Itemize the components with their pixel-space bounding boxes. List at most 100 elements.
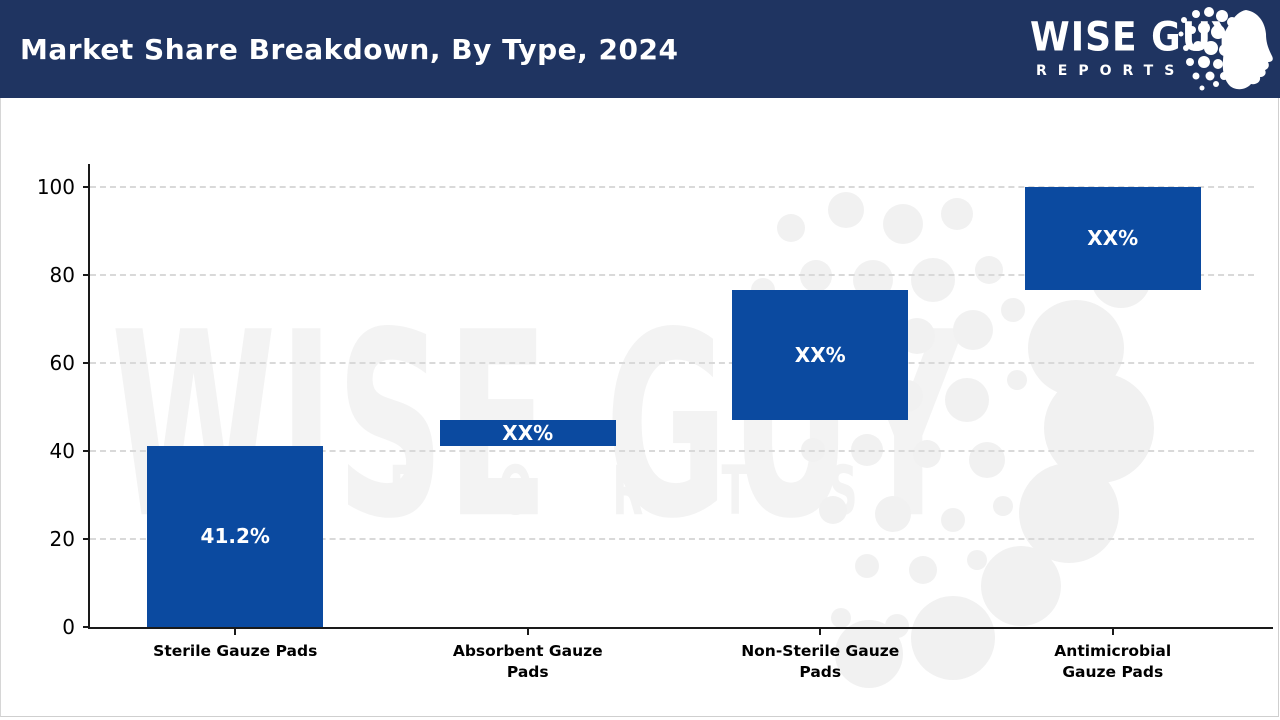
logo-dot — [1192, 72, 1200, 80]
watermark-dot — [1044, 373, 1154, 483]
y-tick-label: 40 — [49, 439, 75, 463]
gridline — [90, 186, 1254, 188]
bar-value-label: XX% — [502, 420, 554, 445]
logo-dot — [1188, 26, 1196, 34]
y-tick-mark — [83, 362, 89, 364]
watermark-dot — [875, 496, 911, 532]
header: Market Share Breakdown, By Type, 2024 WI… — [0, 0, 1280, 98]
gridline — [90, 450, 1254, 452]
watermark-dot — [777, 214, 805, 242]
logo-dot — [1193, 41, 1203, 51]
chart-title: Market Share Breakdown, By Type, 2024 — [20, 32, 679, 66]
y-axis-line — [88, 164, 90, 629]
x-axis-label-line: Non-Sterile Gauze — [741, 642, 900, 660]
watermark-dot — [1019, 463, 1119, 563]
x-axis-label-line: Sterile Gauze Pads — [153, 642, 318, 660]
logo-dot — [1216, 10, 1228, 22]
y-tick-label: 100 — [36, 175, 75, 199]
logo-dot — [1178, 31, 1184, 37]
logo-dot — [1186, 58, 1194, 66]
bar-value-label: XX% — [794, 342, 846, 367]
x-axis-label: Non-Sterile Gauze Pads — [729, 641, 911, 683]
watermark-dot — [800, 260, 832, 292]
waterfall-bar: XX% — [439, 419, 616, 446]
gridline — [90, 274, 1254, 276]
logo-dot — [1181, 17, 1187, 23]
x-tick-mark — [819, 629, 822, 635]
watermark-dot — [883, 204, 923, 244]
x-axis-label-line: Pads — [799, 663, 842, 681]
waterfall-bar: XX% — [1024, 187, 1201, 290]
plot: 0 20 40 60 80 100 41.2% Sterile Gauze Pads XX% Ab… — [1, 98, 1278, 716]
bar-value-label: XX% — [1087, 226, 1139, 251]
watermark-dot — [835, 620, 903, 688]
x-tick-mark — [526, 629, 529, 635]
logo-dot — [1205, 71, 1215, 81]
watermark-dot — [911, 596, 995, 680]
x-axis-label: Sterile Gauze Pads — [144, 641, 326, 662]
x-tick-mark — [1111, 629, 1114, 635]
chart-area: WISE GUY REPORTS 0 20 40 60 80 100 41.2% Steril… — [0, 98, 1279, 717]
watermark-dot — [1007, 370, 1027, 390]
y-tick-mark — [83, 274, 89, 276]
y-tick-label: 60 — [49, 351, 75, 375]
x-axis-label: Antimicrobial Gauze Pads — [1022, 641, 1204, 683]
x-axis-label: Absorbent Gauze Pads — [437, 641, 619, 683]
watermark-dot — [975, 256, 1003, 284]
watermark-dot — [1028, 300, 1124, 396]
waterfall-bar: 41.2% — [147, 445, 324, 627]
watermark-dot — [993, 496, 1013, 516]
logo-dot — [1204, 7, 1214, 17]
watermark-dot — [953, 310, 993, 350]
logo-dot — [1227, 17, 1237, 27]
watermark-dot — [819, 496, 847, 524]
x-axis-label-line: Absorbent Gauze — [452, 642, 603, 660]
logo-dot — [1213, 81, 1219, 87]
x-axis-line — [88, 627, 1273, 629]
watermark-dot — [855, 554, 879, 578]
waterfall-bar: XX% — [732, 289, 909, 420]
y-tick-mark — [83, 186, 89, 188]
logo-dot — [1213, 59, 1223, 69]
x-axis-label-line: Antimicrobial — [1054, 642, 1172, 660]
logo-dot — [1198, 22, 1210, 34]
x-tick-mark — [234, 629, 237, 635]
logo-dot — [1183, 45, 1189, 51]
bar-value-label: 41.2% — [200, 524, 270, 549]
logo-dot — [1204, 41, 1218, 55]
x-axis-label-line: Pads — [506, 663, 549, 681]
logo-dot — [1219, 44, 1231, 56]
brand-subtitle: REPORTS — [1036, 63, 1186, 79]
logo-dot — [1232, 48, 1240, 56]
watermark-dot — [945, 378, 989, 422]
x-axis-label-line: Gauze Pads — [1062, 663, 1164, 681]
y-tick-label: 0 — [62, 615, 75, 639]
watermark-dot — [981, 546, 1061, 626]
watermark-dot — [941, 198, 973, 230]
y-tick-label: 20 — [49, 527, 75, 551]
logo-dot — [1198, 56, 1210, 68]
logo-dot — [1220, 72, 1228, 80]
watermark-dot — [967, 550, 987, 570]
logo-dot — [1211, 25, 1225, 39]
gridline — [90, 362, 1254, 364]
watermark-dot — [831, 608, 851, 628]
logo-dot — [1192, 10, 1200, 18]
logo-dot — [1199, 85, 1205, 91]
watermark-dot — [913, 440, 941, 468]
y-tick-mark — [83, 450, 89, 452]
y-tick-mark — [83, 538, 89, 540]
gridline — [90, 538, 1254, 540]
y-tick-label: 80 — [49, 263, 75, 287]
brand-wordmark: WISE GUY — [1030, 14, 1240, 61]
watermark-dot — [941, 508, 965, 532]
watermark-dot — [828, 192, 864, 228]
watermark-dot — [1001, 298, 1025, 322]
watermark-dot — [911, 258, 955, 302]
y-tick-mark — [83, 626, 89, 628]
watermark-dot — [909, 556, 937, 584]
brand-face-icon — [1178, 7, 1273, 91]
watermark-dot — [969, 442, 1005, 478]
brand-logo: WISE GUY REPORTS — [1024, 4, 1274, 94]
